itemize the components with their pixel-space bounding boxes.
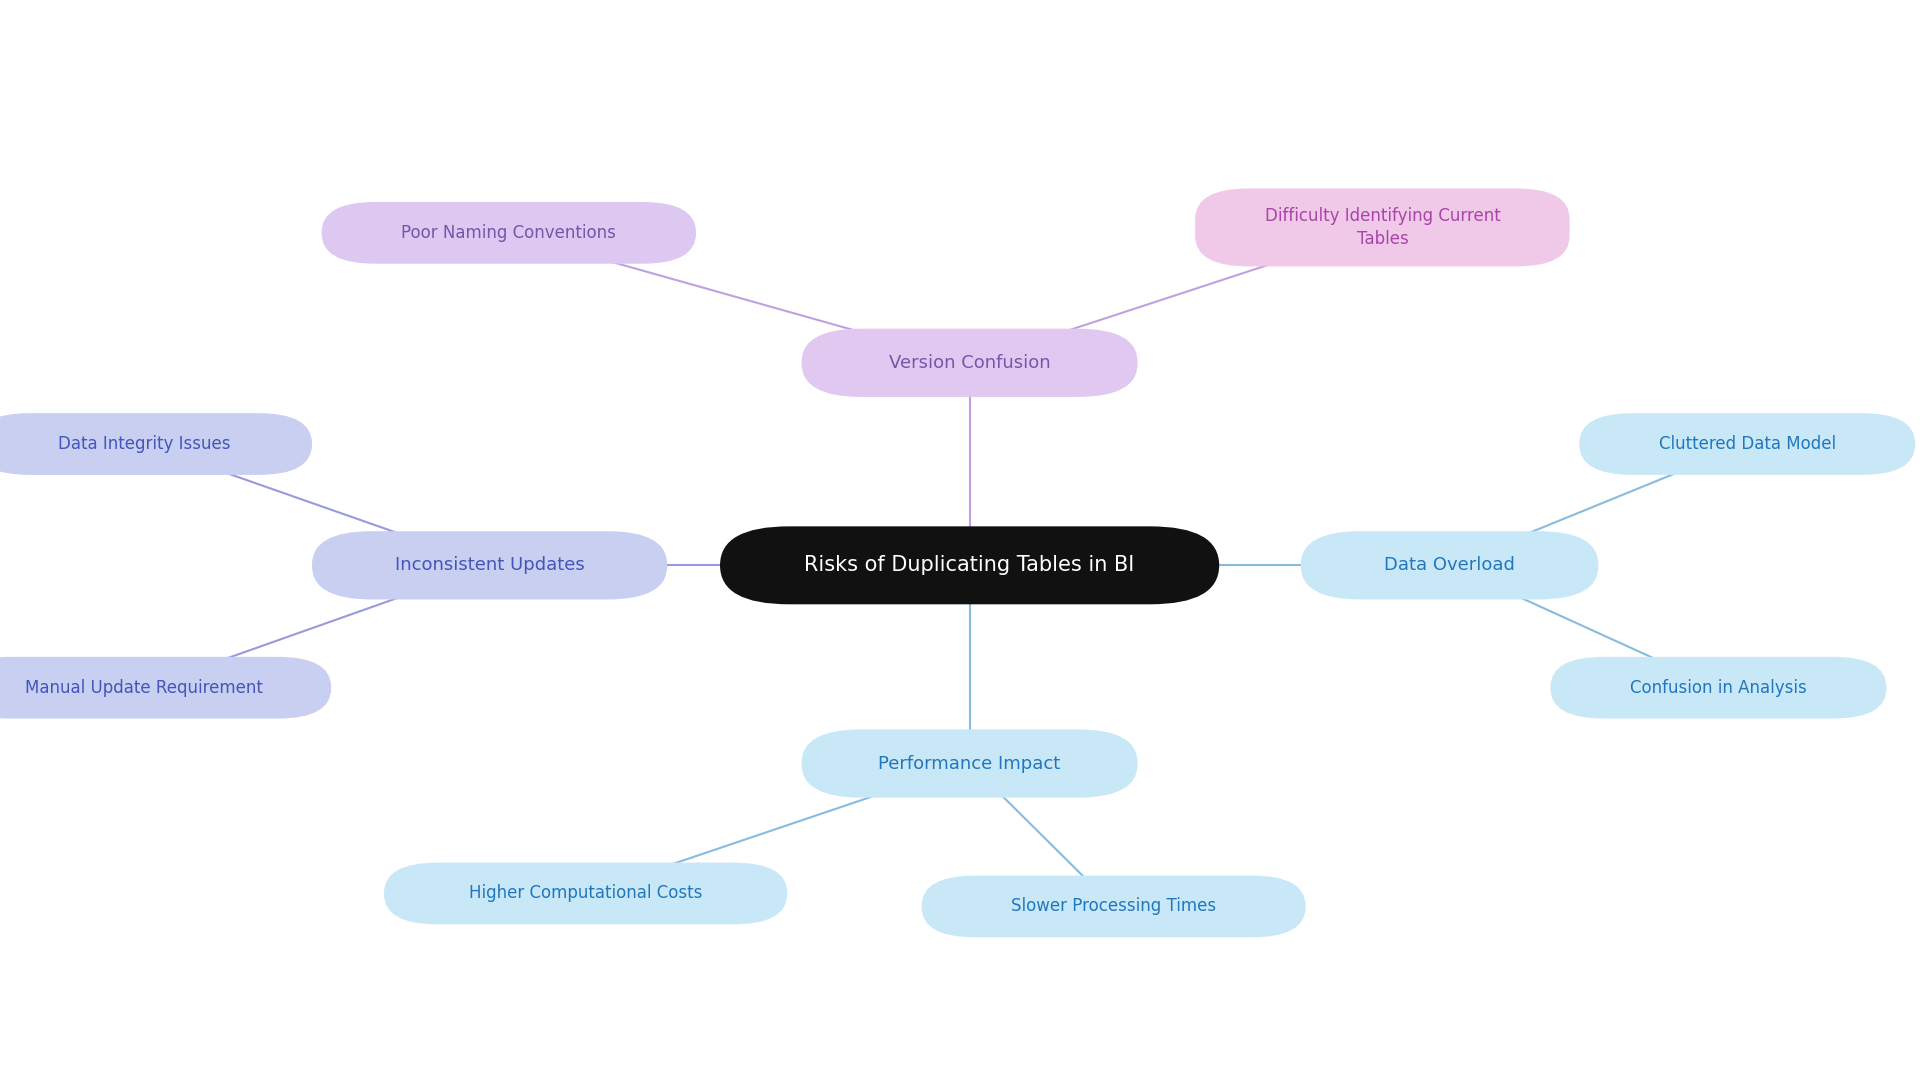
Text: Higher Computational Costs: Higher Computational Costs	[468, 885, 703, 902]
FancyBboxPatch shape	[1578, 413, 1916, 474]
FancyBboxPatch shape	[801, 730, 1137, 797]
FancyBboxPatch shape	[311, 531, 668, 600]
Text: Data Integrity Issues: Data Integrity Issues	[58, 435, 230, 453]
FancyBboxPatch shape	[1194, 188, 1569, 266]
Text: Inconsistent Updates: Inconsistent Updates	[396, 557, 584, 574]
FancyBboxPatch shape	[323, 201, 697, 263]
Text: Cluttered Data Model: Cluttered Data Model	[1659, 435, 1836, 453]
Text: Risks of Duplicating Tables in BI: Risks of Duplicating Tables in BI	[804, 556, 1135, 575]
FancyBboxPatch shape	[801, 328, 1137, 397]
Text: Confusion in Analysis: Confusion in Analysis	[1630, 679, 1807, 696]
Text: Version Confusion: Version Confusion	[889, 354, 1050, 371]
Text: Difficulty Identifying Current
Tables: Difficulty Identifying Current Tables	[1265, 207, 1500, 248]
FancyBboxPatch shape	[720, 526, 1219, 604]
Text: Slower Processing Times: Slower Processing Times	[1012, 898, 1215, 915]
Text: Manual Update Requirement: Manual Update Requirement	[25, 679, 263, 696]
FancyBboxPatch shape	[922, 875, 1306, 938]
FancyBboxPatch shape	[0, 656, 330, 719]
Text: Data Overload: Data Overload	[1384, 557, 1515, 574]
Text: Performance Impact: Performance Impact	[879, 755, 1060, 772]
Text: Poor Naming Conventions: Poor Naming Conventions	[401, 224, 616, 242]
FancyBboxPatch shape	[1551, 656, 1885, 719]
FancyBboxPatch shape	[0, 413, 311, 474]
FancyBboxPatch shape	[1302, 531, 1597, 600]
FancyBboxPatch shape	[384, 862, 787, 925]
